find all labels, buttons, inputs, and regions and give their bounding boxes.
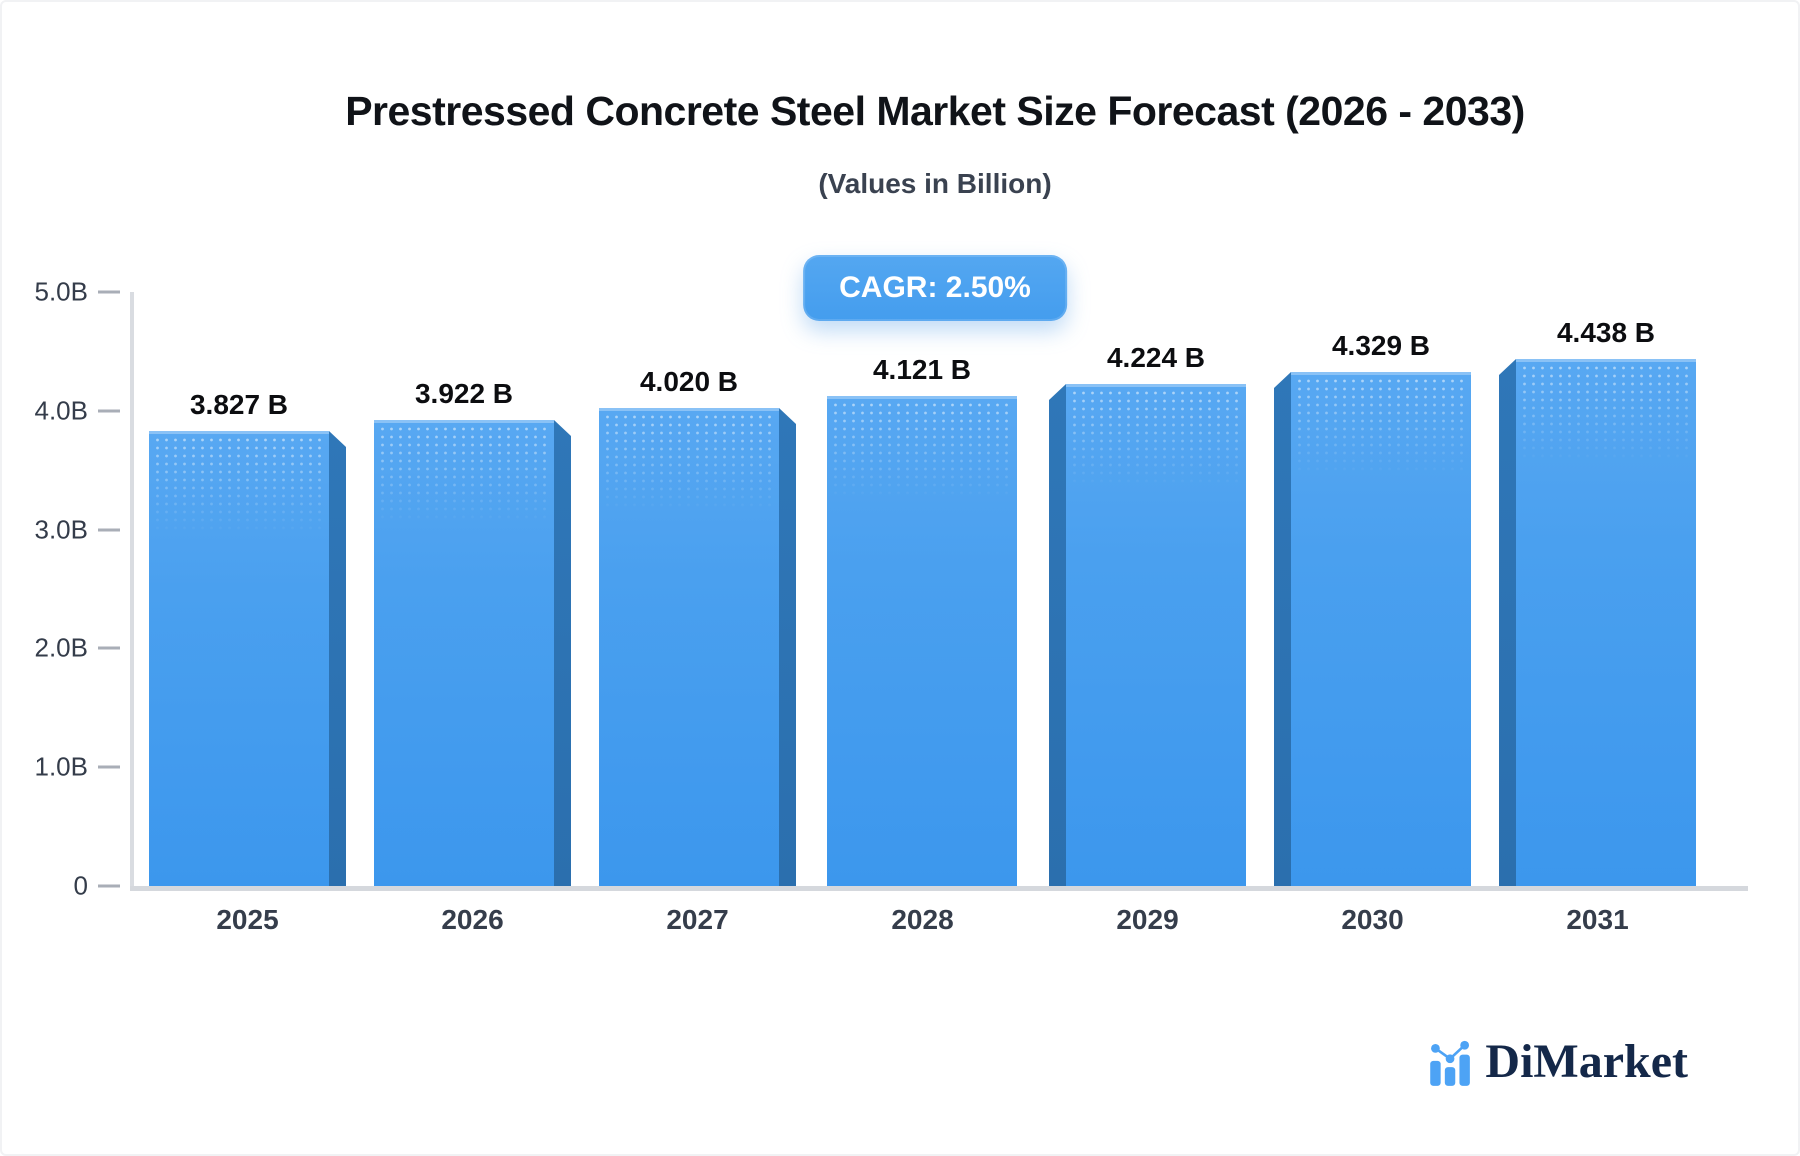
- y-tick-dash-1: [98, 409, 120, 413]
- bar-face-2027: [599, 408, 779, 886]
- dimarket-logo-text: DiMarket: [1485, 1035, 1688, 1088]
- bar-value-label-2031: 4.438 B: [1556, 317, 1656, 348]
- y-axis-line: [130, 292, 134, 888]
- bar-side-2026: [554, 420, 571, 886]
- bar-texture: [831, 401, 1013, 501]
- bar-2027: [599, 408, 796, 886]
- y-tick-label-4: 1.0B: [34, 751, 89, 782]
- x-axis-line: [130, 886, 1748, 891]
- bar-value-label-2027: 4.020 B: [639, 366, 739, 397]
- chart-subtitle: (Values in Billion): [818, 168, 1052, 199]
- x-axis-label-2027: 2027: [666, 904, 729, 935]
- bar-side-2031: [1499, 359, 1516, 886]
- cagr-badge: CAGR: 2.50%: [803, 255, 1067, 321]
- bar-face-2026: [374, 420, 554, 886]
- x-axis-label-2031: 2031: [1566, 904, 1629, 935]
- bar-value-label-2026: 3.922 B: [414, 378, 514, 409]
- bar-texture: [1070, 389, 1242, 489]
- bar-side-2027: [779, 408, 796, 886]
- bar-face-2028: [827, 396, 1017, 886]
- x-axis-label-2029: 2029: [1116, 904, 1179, 935]
- bar-2026: [374, 420, 571, 886]
- bar-texture: [378, 425, 550, 525]
- bar-side-2030: [1274, 372, 1291, 886]
- bar-value-label-2028: 4.121 B: [872, 354, 972, 385]
- x-axis-label-2025: 2025: [216, 904, 279, 935]
- bar-face-2029: [1066, 384, 1246, 886]
- bar-texture: [603, 413, 775, 513]
- y-tick-label-3: 2.0B: [34, 632, 89, 663]
- chart-title: Prestressed Concrete Steel Market Size F…: [345, 88, 1525, 134]
- bar-face-2025: [149, 431, 329, 886]
- bar-face-2031: [1516, 359, 1696, 886]
- bar-2025: [149, 431, 346, 886]
- bar-2031: [1499, 359, 1696, 886]
- x-axis-label-2030: 2030: [1341, 904, 1404, 935]
- bar-texture: [153, 436, 325, 536]
- bar-side-2025: [329, 431, 346, 886]
- bar-texture: [1295, 377, 1467, 477]
- x-axis-label-2028: 2028: [891, 904, 954, 935]
- bar-2030: [1274, 372, 1471, 886]
- bar-2029: [1049, 384, 1246, 886]
- bar-line-chart-icon: [1430, 1040, 1471, 1086]
- y-tick-dash-5: [98, 884, 120, 888]
- y-tick-dash-2: [98, 528, 120, 532]
- y-tick-label-0: 5.0B: [34, 276, 89, 307]
- x-axis-label-2026: 2026: [441, 904, 504, 935]
- bar-texture: [1520, 364, 1692, 464]
- y-tick-dash-0: [98, 290, 120, 294]
- y-tick-label-1: 4.0B: [34, 395, 89, 426]
- bar-value-label-2029: 4.224 B: [1106, 342, 1206, 373]
- bar-value-label-2025: 3.827 B: [189, 389, 289, 420]
- dimarket-logo: DiMarket: [1425, 1038, 1688, 1090]
- bar-2028: [824, 396, 1021, 886]
- y-tick-label-5: 0: [73, 870, 88, 901]
- bar-face-2030: [1291, 372, 1471, 886]
- bar-value-label-2030: 4.329 B: [1331, 330, 1431, 361]
- bar-side-2029: [1049, 384, 1066, 886]
- y-tick-dash-4: [98, 765, 120, 769]
- y-tick-dash-3: [98, 646, 120, 650]
- y-tick-label-2: 3.0B: [34, 514, 89, 545]
